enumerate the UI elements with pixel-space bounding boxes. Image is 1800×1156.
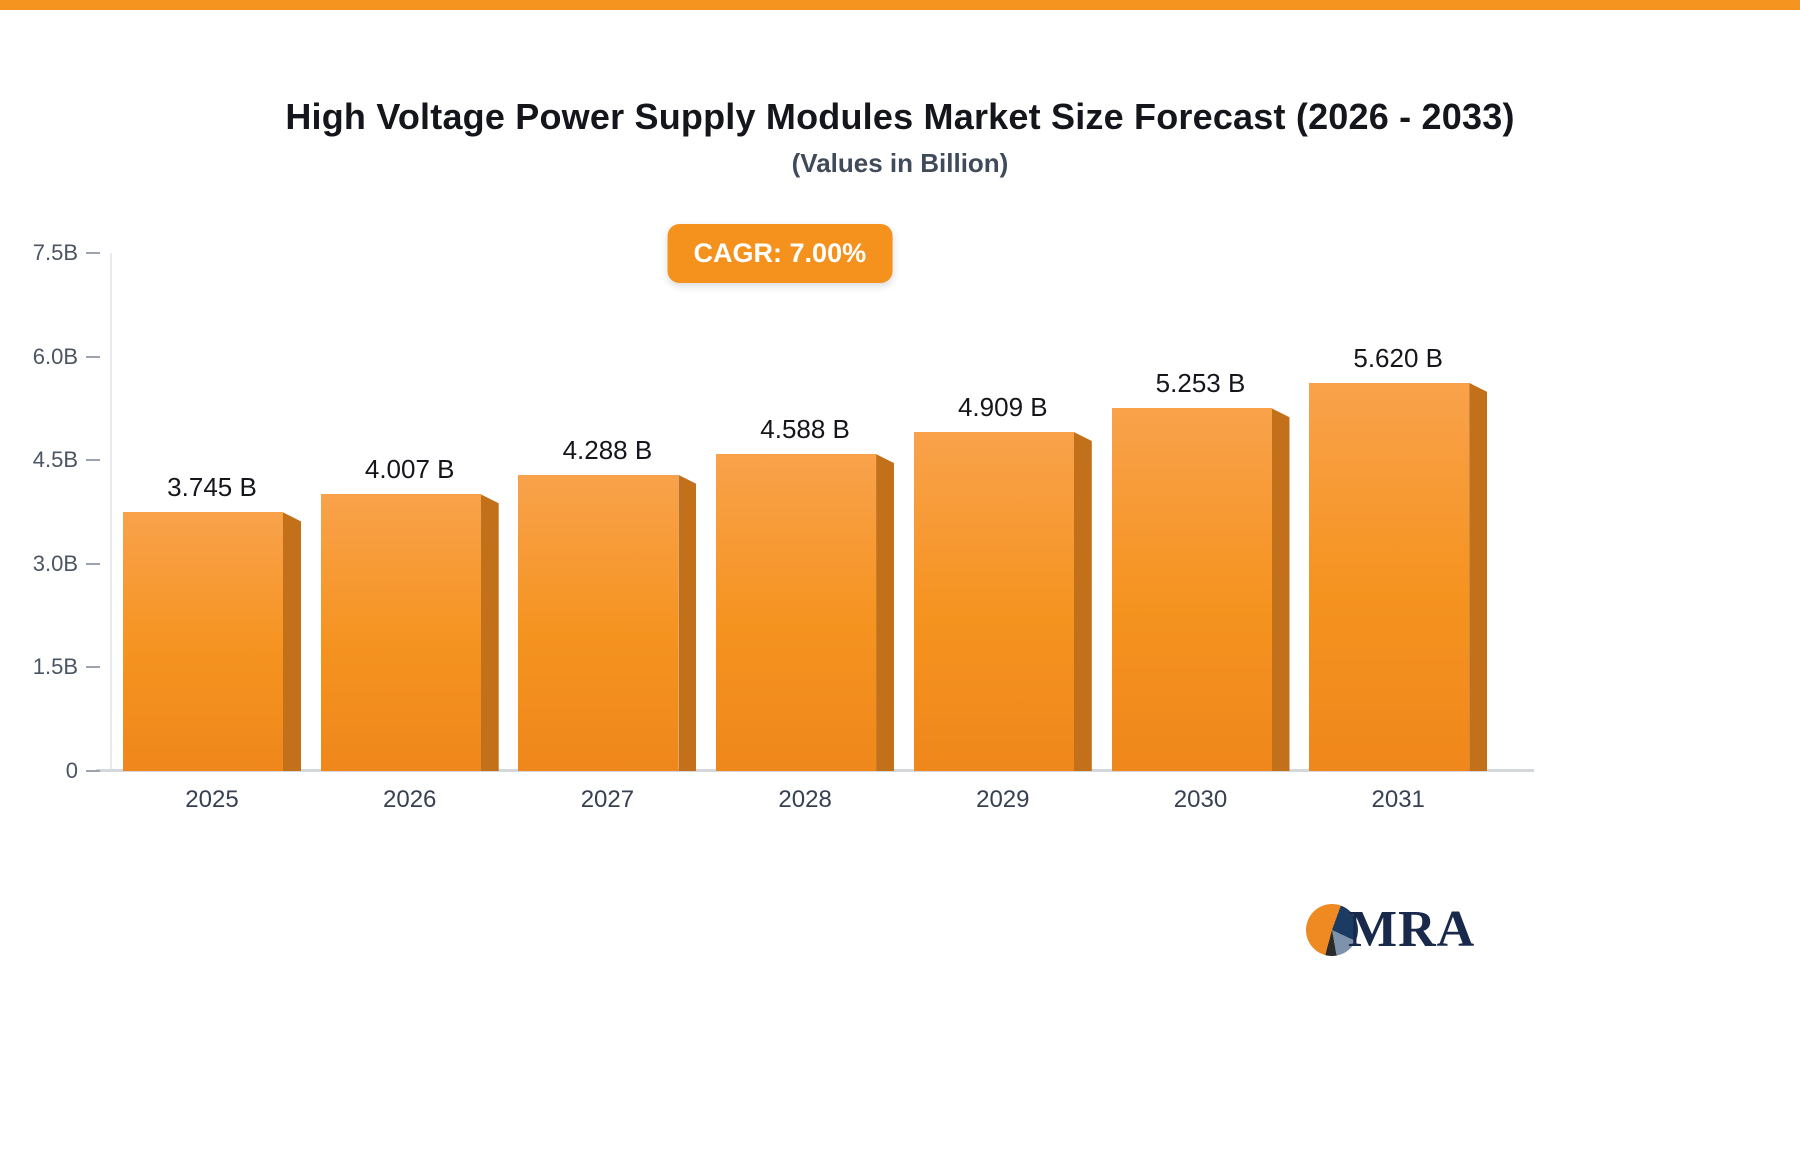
x-tick-label: 2031 (1371, 786, 1425, 813)
y-tick-mark (86, 770, 100, 772)
bar-face (1309, 382, 1470, 771)
bar-side (1271, 408, 1290, 771)
bar-face (123, 512, 283, 771)
bar-2029: 4.909 B (913, 392, 1092, 771)
bar-face (716, 454, 877, 771)
bar-2027: 4.288 B (518, 435, 697, 771)
pie-logo-icon (1306, 903, 1358, 956)
bar-side (1073, 431, 1092, 771)
bar-face (1111, 408, 1272, 771)
top-accent-bar (0, 0, 1800, 10)
x-tick-label: 2028 (778, 786, 832, 813)
y-tick-label: 0 (65, 758, 78, 783)
bar-side (480, 494, 499, 771)
bar-value-label: 4.588 B (760, 414, 850, 445)
bar-value-label: 4.288 B (562, 434, 653, 465)
bar-side (876, 454, 895, 771)
y-tick-label: 3.0B (32, 550, 78, 576)
y-tick-mark (86, 459, 100, 462)
x-tick-label: 2025 (185, 786, 239, 813)
brand-logo: MRA (1306, 900, 1475, 959)
bar-side (283, 512, 301, 771)
bar-value-label: 5.253 B (1155, 368, 1246, 399)
y-tick-mark (86, 666, 100, 669)
brand-logo-text: MRA (1348, 901, 1476, 958)
bar-side (1469, 382, 1488, 771)
bar-face (320, 494, 481, 771)
cagr-badge: CAGR: 7.00% (667, 224, 893, 283)
bar-face (518, 474, 679, 771)
x-tick-label: 2029 (976, 786, 1030, 813)
y-tick-label: 1.5B (32, 654, 78, 680)
x-tick-label: 2026 (382, 786, 437, 813)
bar-value-label: 5.620 B (1353, 342, 1443, 373)
bar-value-label: 4.909 B (957, 391, 1048, 422)
y-tick-mark (86, 562, 100, 565)
bar-2028: 4.588 B (716, 414, 895, 771)
page-title: High Voltage Power Supply Modules Market… (285, 96, 1515, 137)
bar-2031: 5.620 B (1309, 343, 1488, 771)
bar-face (913, 431, 1074, 771)
y-tick-label: 7.5B (32, 240, 78, 265)
x-tick-label: 2030 (1173, 786, 1228, 813)
bar-2030: 5.253 B (1111, 368, 1290, 771)
y-tick-label: 6.0B (32, 343, 78, 369)
y-axis-line (110, 253, 112, 771)
y-tick-label: 4.5B (32, 447, 78, 473)
bar-value-label: 3.745 B (167, 472, 257, 503)
x-tick-label: 2027 (580, 786, 635, 813)
bar-value-label: 4.007 B (364, 454, 455, 485)
bar-2025: 3.745 B (123, 472, 301, 771)
y-tick-mark (86, 252, 100, 254)
bar-side (678, 474, 697, 771)
page-subtitle: (Values in Billion) (791, 148, 1009, 178)
y-tick-mark (86, 355, 100, 358)
bar-2026: 4.007 B (320, 454, 499, 771)
